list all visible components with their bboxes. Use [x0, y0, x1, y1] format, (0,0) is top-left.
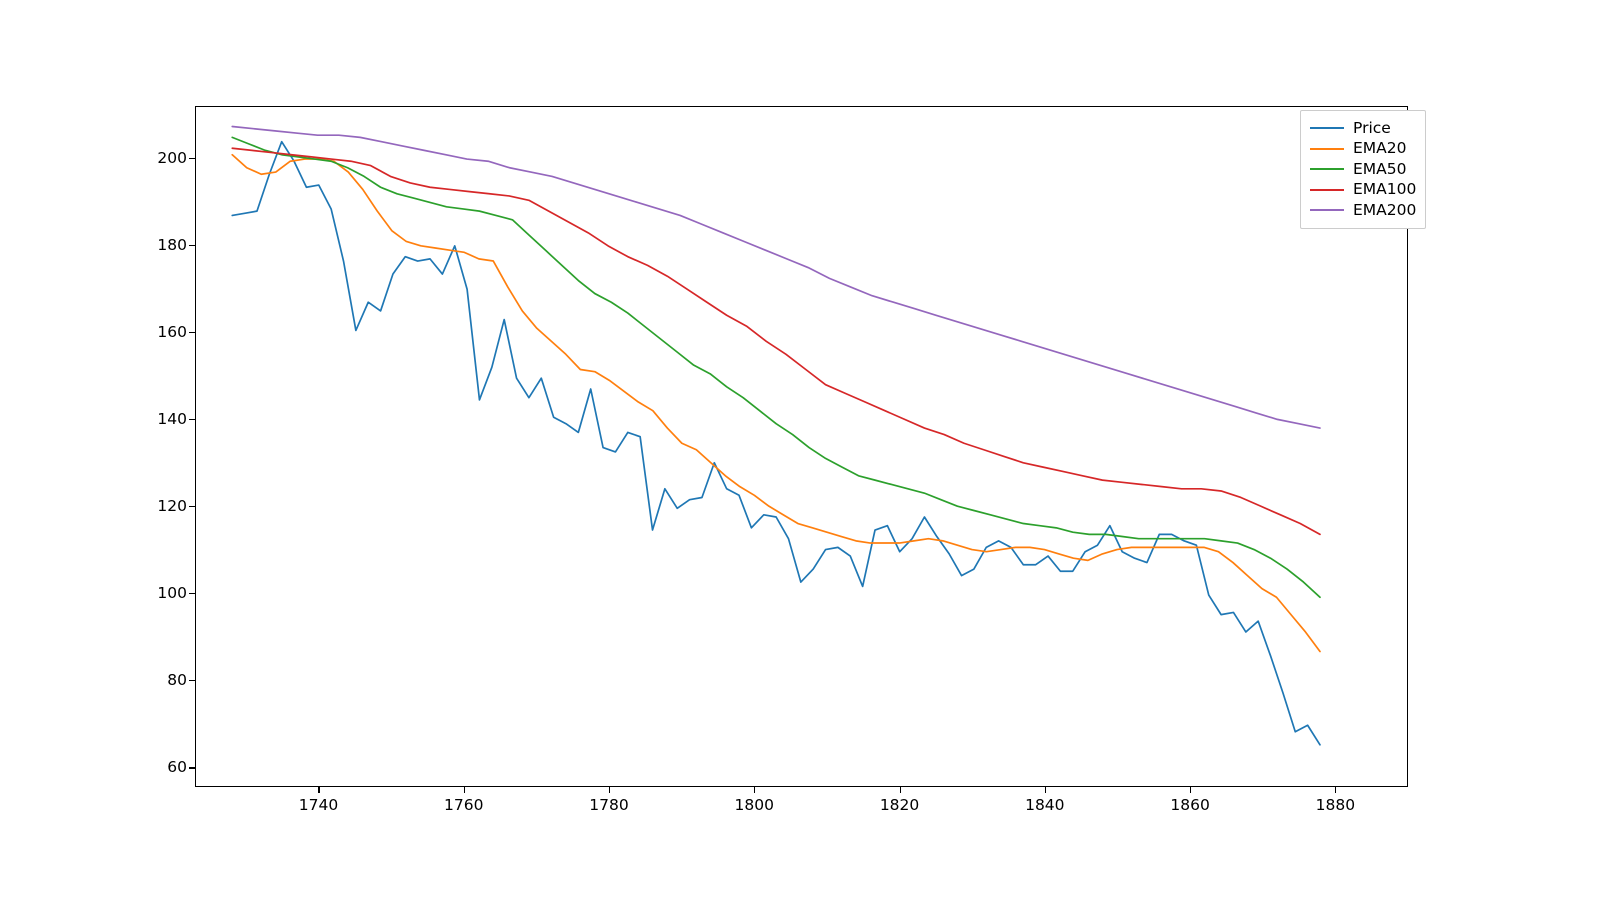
y-tick-mark — [189, 593, 195, 595]
y-tick-label: 120 — [157, 497, 187, 516]
x-tick-mark — [754, 787, 756, 793]
legend-item-price: Price — [1310, 118, 1416, 139]
legend-swatch-price — [1310, 127, 1344, 130]
plot-lines-svg — [196, 107, 1407, 786]
x-tick-mark — [318, 787, 320, 793]
legend-swatch-ema100 — [1310, 188, 1344, 191]
legend-label: EMA20 — [1353, 139, 1407, 157]
x-tick-label: 1820 — [879, 796, 920, 814]
x-tick-mark — [463, 787, 465, 793]
x-tick-label: 1800 — [734, 796, 775, 814]
series-line-ema20 — [232, 155, 1320, 652]
x-tick-mark — [609, 787, 611, 793]
x-tick-label: 1780 — [589, 796, 629, 814]
plot-area — [195, 106, 1408, 787]
y-tick-mark — [189, 767, 195, 769]
legend-swatch-ema200 — [1310, 209, 1344, 212]
chart-legend: Price EMA20 EMA50 EMA100 EMA200 — [1300, 110, 1427, 229]
legend-swatch-ema50 — [1310, 168, 1344, 171]
y-tick-mark — [189, 158, 195, 160]
legend-label: Price — [1353, 118, 1391, 137]
y-tick-mark — [189, 245, 195, 247]
y-tick-label: 180 — [157, 236, 187, 255]
legend-label: EMA50 — [1353, 159, 1407, 178]
series-line-price — [232, 142, 1320, 745]
legend-label: EMA200 — [1353, 200, 1417, 219]
x-tick-mark — [1190, 787, 1192, 793]
legend-swatch-ema20 — [1310, 147, 1344, 150]
x-tick-label: 1740 — [298, 796, 339, 814]
legend-item-ema50: EMA50 — [1310, 159, 1416, 180]
y-tick-label: 160 — [157, 323, 187, 342]
y-tick-label: 100 — [157, 584, 187, 603]
x-tick-label: 1860 — [1170, 796, 1210, 814]
y-tick-label: 140 — [157, 410, 187, 429]
y-tick-label: 200 — [157, 149, 187, 168]
y-tick-mark — [189, 680, 195, 682]
legend-item-ema20: EMA20 — [1310, 139, 1416, 160]
x-tick-label: 1880 — [1315, 796, 1356, 814]
legend-item-ema200: EMA200 — [1310, 200, 1416, 221]
x-tick-mark — [899, 787, 901, 793]
x-tick-mark — [1044, 787, 1046, 793]
series-line-ema100 — [232, 148, 1320, 534]
y-tick-mark — [189, 332, 195, 334]
series-line-ema200 — [232, 127, 1320, 429]
x-tick-label: 1840 — [1025, 796, 1065, 814]
y-tick-label: 60 — [167, 758, 187, 777]
x-tick-label: 1760 — [444, 796, 484, 814]
legend-item-ema100: EMA100 — [1310, 180, 1416, 201]
y-tick-mark — [189, 419, 195, 421]
x-tick-mark — [1335, 787, 1337, 793]
y-tick-mark — [189, 506, 195, 508]
legend-label: EMA100 — [1353, 180, 1417, 198]
y-tick-label: 80 — [167, 671, 187, 690]
series-line-ema50 — [232, 137, 1320, 597]
